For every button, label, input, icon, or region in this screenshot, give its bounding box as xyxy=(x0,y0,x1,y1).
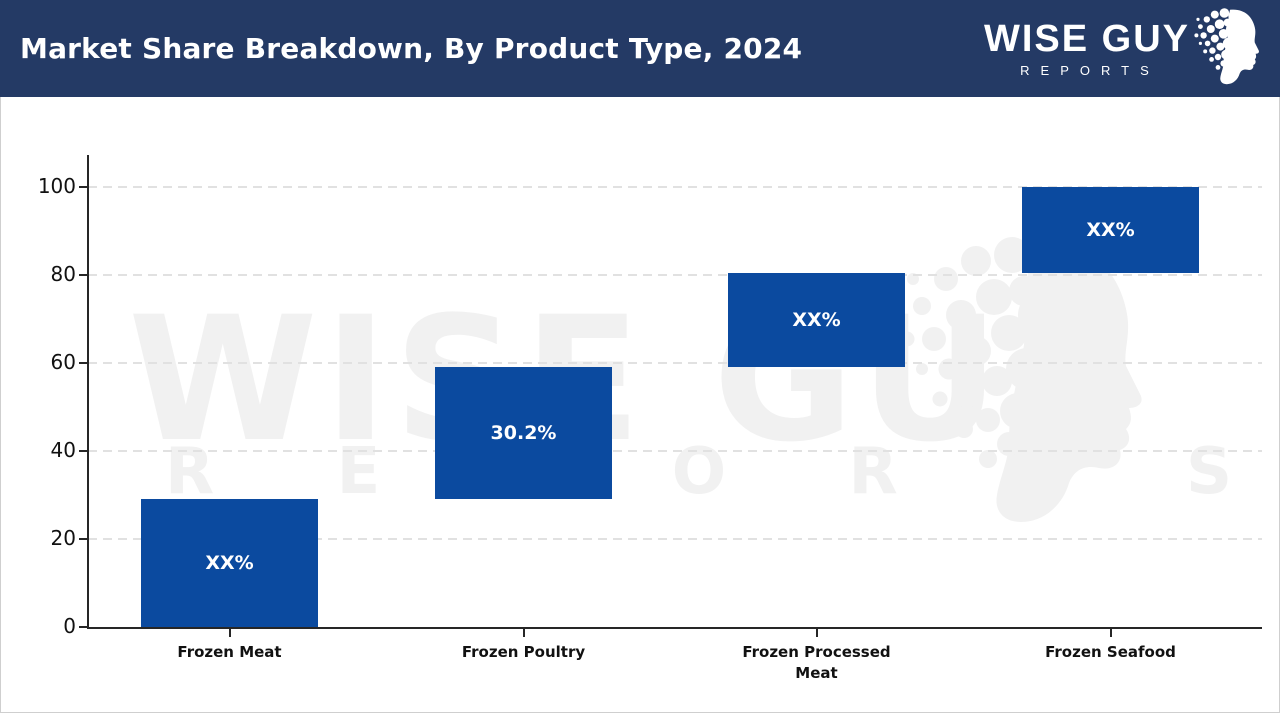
x-category-label-0: Frozen Meat xyxy=(177,643,282,661)
y-tick-20 xyxy=(79,538,88,540)
page-title: Market Share Breakdown, By Product Type,… xyxy=(20,32,803,65)
y-tick-label-0: 0 xyxy=(63,614,76,638)
left-border xyxy=(0,97,1,713)
y-tick-0 xyxy=(79,626,88,628)
gridline-y100 xyxy=(88,186,1262,188)
brand-name: WISE GUY xyxy=(983,18,1190,60)
bar-value-label-3: XX% xyxy=(1086,218,1135,241)
brand-subname: REPORTS xyxy=(1020,63,1160,78)
y-tick-label-60: 60 xyxy=(50,350,76,374)
bar-3: XX% xyxy=(1022,187,1199,273)
x-tick-1 xyxy=(522,629,525,637)
brand-logo: WISE GUY REPORTS xyxy=(984,5,1266,93)
chart-area: WISE GU R E P O R T S 0 20 40 60 80 100 XX% Fro… xyxy=(0,97,1280,713)
y-tick-label-100: 100 xyxy=(37,174,76,198)
y-tick-label-80: 80 xyxy=(50,262,76,286)
x-category-label-3: Frozen Seafood xyxy=(1045,643,1176,661)
y-tick-40 xyxy=(79,450,88,452)
y-tick-60 xyxy=(79,362,88,364)
bottom-border xyxy=(0,712,1280,713)
bar-value-label-2: XX% xyxy=(792,308,841,331)
bar-value-label-0: XX% xyxy=(205,552,254,575)
x-tick-0 xyxy=(228,629,231,637)
y-tick-label-20: 20 xyxy=(50,526,76,550)
bar-value-label-1: 30.2% xyxy=(490,421,557,444)
y-axis-line xyxy=(87,155,89,629)
y-tick-label-40: 40 xyxy=(50,438,76,462)
header-bar: Market Share Breakdown, By Product Type,… xyxy=(0,0,1280,97)
brand-logo-text: WISE GUY REPORTS xyxy=(984,20,1190,77)
gridline-y20 xyxy=(88,538,1262,540)
gridline-y40 xyxy=(88,450,1262,452)
gridline-y60 xyxy=(88,362,1262,364)
bar-2: XX% xyxy=(728,272,905,367)
brand-head-icon xyxy=(1194,7,1259,84)
x-category-label-2: Frozen Processed Meat xyxy=(742,643,891,682)
x-axis-line xyxy=(87,627,1262,629)
gridline-y80 xyxy=(88,274,1262,276)
bar-0: XX% xyxy=(141,499,318,627)
bar-1: 30.2% xyxy=(435,366,612,500)
x-tick-3 xyxy=(1109,629,1112,637)
y-tick-80 xyxy=(79,274,88,276)
y-tick-100 xyxy=(79,186,88,188)
x-tick-2 xyxy=(815,629,818,637)
x-category-label-1: Frozen Poultry xyxy=(461,643,586,661)
